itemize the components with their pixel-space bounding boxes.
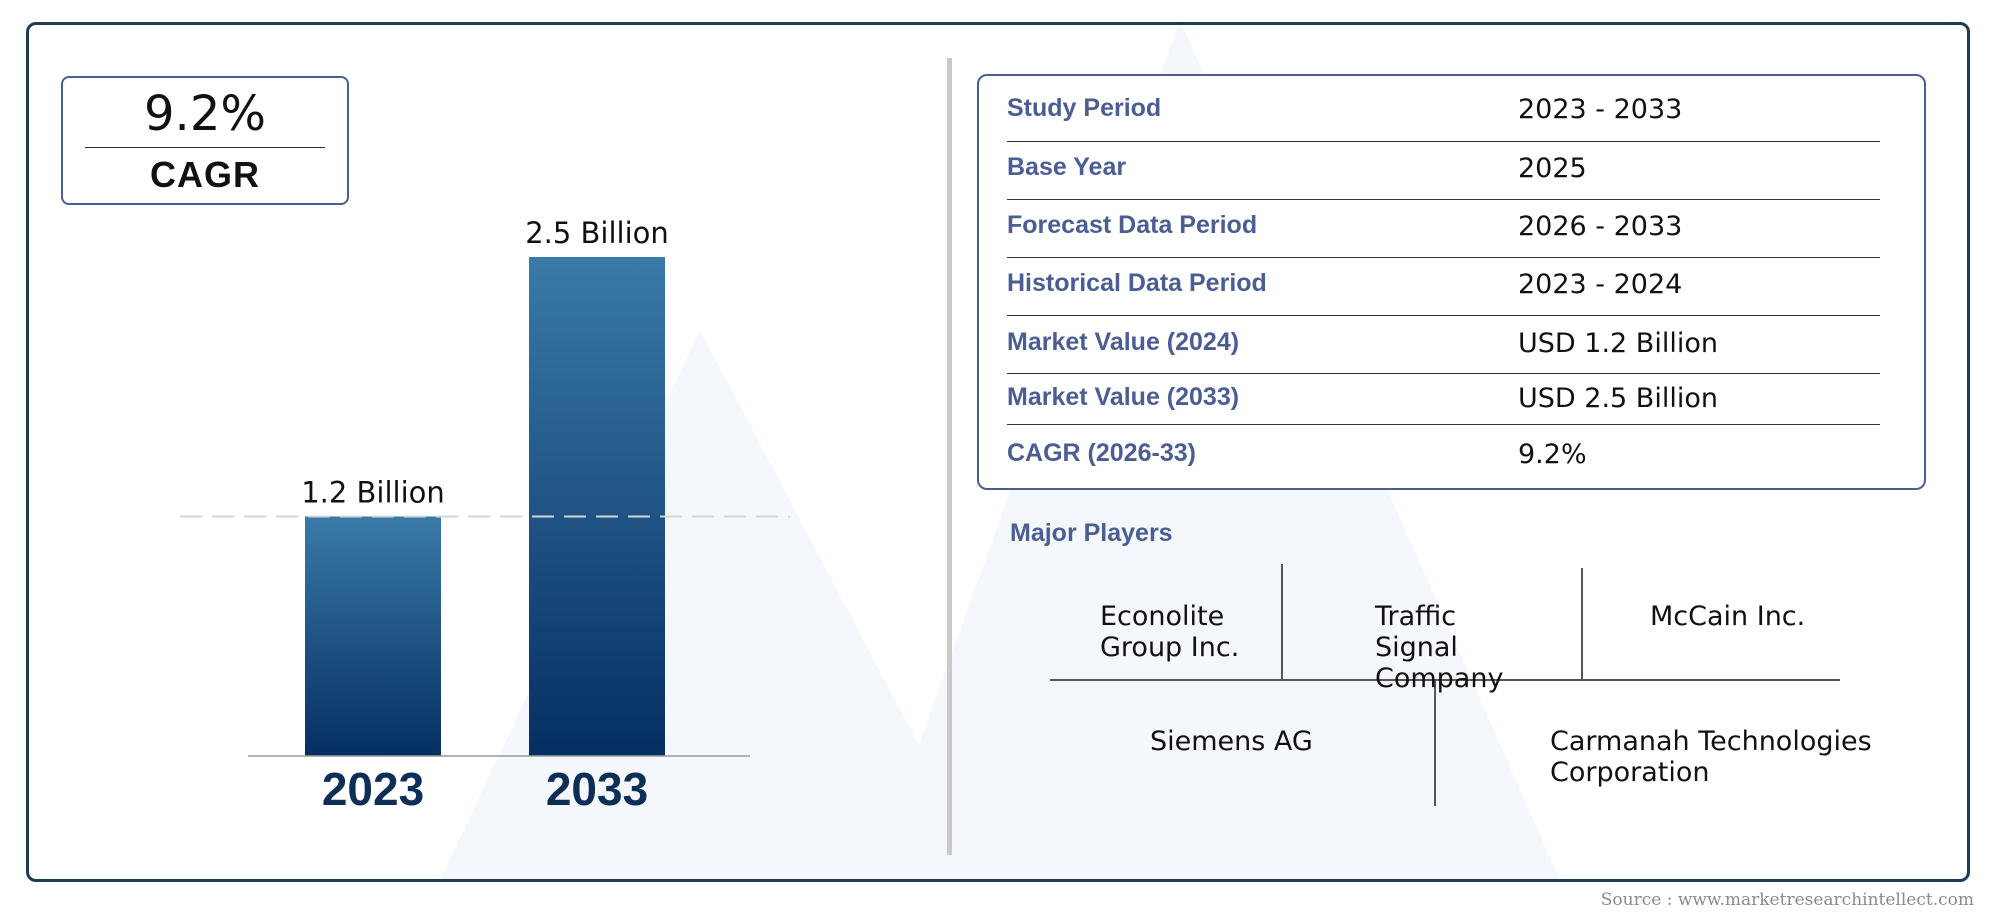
row-value: 2023 - 2033 [1518,94,1683,125]
players-divider [1050,679,1840,681]
row-value: 2023 - 2024 [1518,269,1683,300]
row-value: 2025 [1518,153,1587,184]
row-value: 2026 - 2033 [1518,211,1683,242]
cagr-divider [85,147,325,148]
cagr-label: CAGR [150,154,260,195]
player-carmanah: Carmanah Technologies Corporation [1550,726,1872,788]
player-econolite: Econolite Group Inc. [1100,601,1240,663]
row-key: Forecast Data Period [1007,211,1258,239]
players-divider [1281,564,1283,679]
section-divider [947,58,952,855]
row-separator [1007,141,1880,142]
category-label: 2033 [546,763,648,815]
row-key: Historical Data Period [1007,269,1267,297]
bar-value-label: 1.2 Billion [301,475,445,509]
row-key: Market Value (2024) [1007,328,1240,356]
row-separator [1007,373,1880,374]
cagr-value: 9.2% [144,86,266,142]
row-separator [1007,315,1880,316]
bar-2023 [305,516,441,756]
major-players-title: Major Players [1010,519,1173,547]
category-label: 2023 [322,763,424,815]
player-traffic-signal-company: Traffic Signal Company [1375,601,1504,694]
market-info-table: Study Period 2023 - 2033 Base Year 2025 … [977,74,1926,490]
card-frame [26,22,1970,882]
row-value: USD 1.2 Billion [1518,328,1718,359]
row-value: USD 2.5 Billion [1518,383,1718,414]
row-key: Study Period [1007,94,1162,122]
row-separator [1007,424,1880,425]
row-key: Base Year [1007,153,1127,181]
row-separator [1007,257,1880,258]
bar-value-label: 2.5 Billion [525,216,669,250]
row-separator [1007,199,1880,200]
players-divider [1434,681,1436,806]
source-credit: Source : www.marketresearchintellect.com [1600,890,1974,910]
player-siemens: Siemens AG [1150,726,1313,757]
bar-2033 [529,257,665,756]
players-divider [1581,568,1583,679]
market-value-bar-chart: 1.2 Billion 2023 2.5 Billion 2033 [180,216,790,815]
row-value: 9.2% [1518,439,1587,470]
player-mccain: McCain Inc. [1650,601,1806,632]
row-key: CAGR (2026-33) [1007,439,1196,467]
cagr-card: 9.2% CAGR [61,76,349,205]
row-key: Market Value (2033) [1007,383,1240,411]
